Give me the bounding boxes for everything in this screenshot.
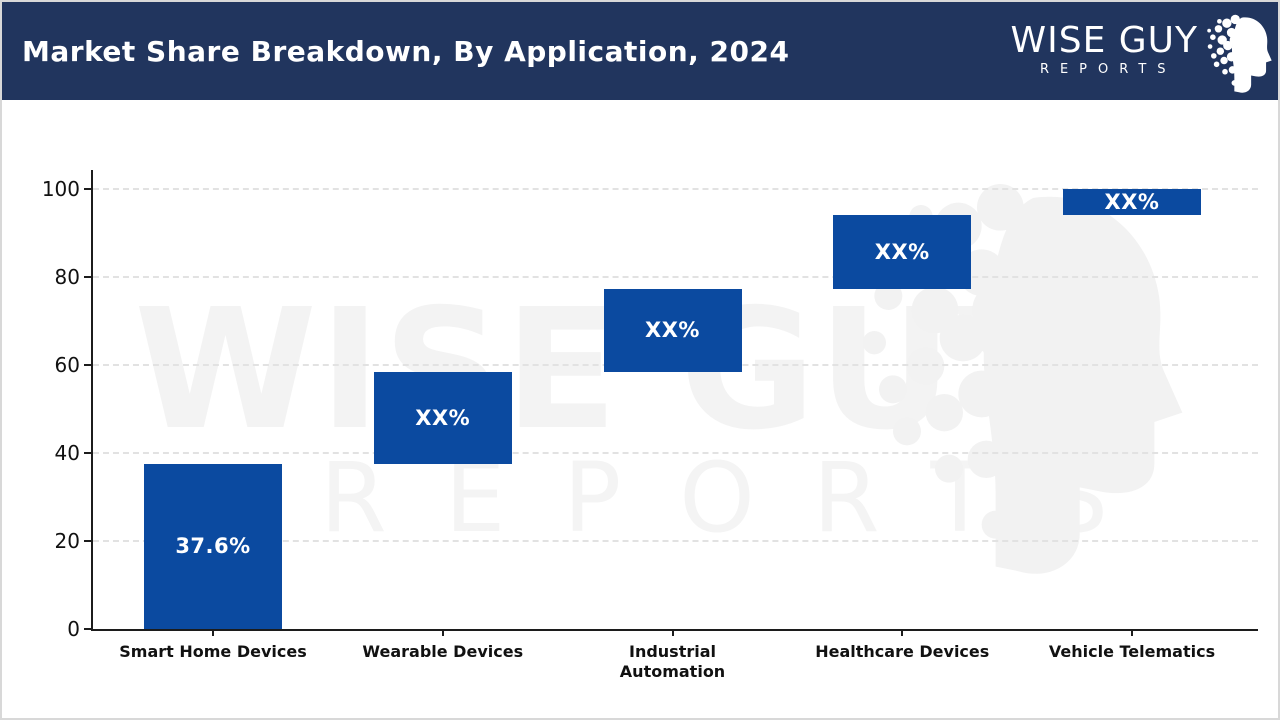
- y-tick-mark: [84, 628, 91, 630]
- logo-wordmark: WISE GUY: [1010, 20, 1198, 61]
- x-axis-label-vehicle-telematics: Vehicle Telematics: [1048, 642, 1216, 661]
- y-tick-label: 80: [54, 265, 80, 289]
- y-tick-mark: [84, 364, 91, 366]
- y-tick-mark: [84, 188, 91, 190]
- x-axis-label-wearable-devices: Wearable Devices: [362, 642, 524, 661]
- gridline-40: [93, 452, 1258, 454]
- bar-healthcare-devices: XX%: [833, 214, 972, 289]
- page-title: Market Share Breakdown, By Application, …: [22, 34, 790, 68]
- bar-value-label: XX%: [874, 239, 930, 264]
- logo-text: WISE GUY REPORTS: [1010, 20, 1199, 78]
- x-tick-mark: [1131, 629, 1133, 636]
- x-axis-label-smart-home-devices: Smart Home Devices: [119, 642, 307, 661]
- wise-guy-reports-logo: WISE GUY REPORTS: [1008, 10, 1272, 94]
- y-tick-mark: [84, 540, 91, 542]
- x-tick-mark: [901, 629, 904, 636]
- gridline-20: [93, 540, 1258, 542]
- header-bar: Market Share Breakdown, By Application, …: [2, 2, 1278, 100]
- bar-value-label: XX%: [1104, 189, 1160, 214]
- logo-head-icon: [1207, 14, 1272, 93]
- y-tick-label: 40: [54, 441, 80, 465]
- y-tick-label: 0: [67, 617, 80, 641]
- y-tick-label: 60: [54, 353, 80, 377]
- x-axis-label-healthcare-devices: Healthcare Devices: [815, 642, 990, 661]
- y-tick-mark: [84, 276, 91, 278]
- gridline-100: [93, 188, 1258, 190]
- bar-value-label: XX%: [645, 318, 700, 343]
- y-tick-label: 100: [41, 177, 80, 201]
- x-tick-mark: [212, 629, 214, 636]
- logo-subtitle: REPORTS: [1039, 62, 1177, 77]
- bar-vehicle-telematics: XX%: [1063, 189, 1201, 215]
- bar-value-label: 37.6%: [175, 534, 251, 559]
- gridline-80: [93, 276, 1258, 278]
- x-axis-label-industrial-automation: Industrial Automation: [619, 642, 726, 681]
- x-tick-mark: [441, 629, 444, 636]
- y-tick-mark: [84, 452, 91, 454]
- y-tick-label: 20: [54, 529, 80, 553]
- bar-wearable-devices: XX%: [373, 372, 512, 464]
- y-axis-line: [91, 170, 93, 631]
- bar-smart-home-devices: 37.6%: [144, 463, 282, 629]
- x-tick-mark: [671, 629, 674, 636]
- bar-industrial-automation: XX%: [603, 288, 742, 373]
- bar-value-label: XX%: [415, 405, 471, 430]
- x-axis-line: [91, 629, 1258, 631]
